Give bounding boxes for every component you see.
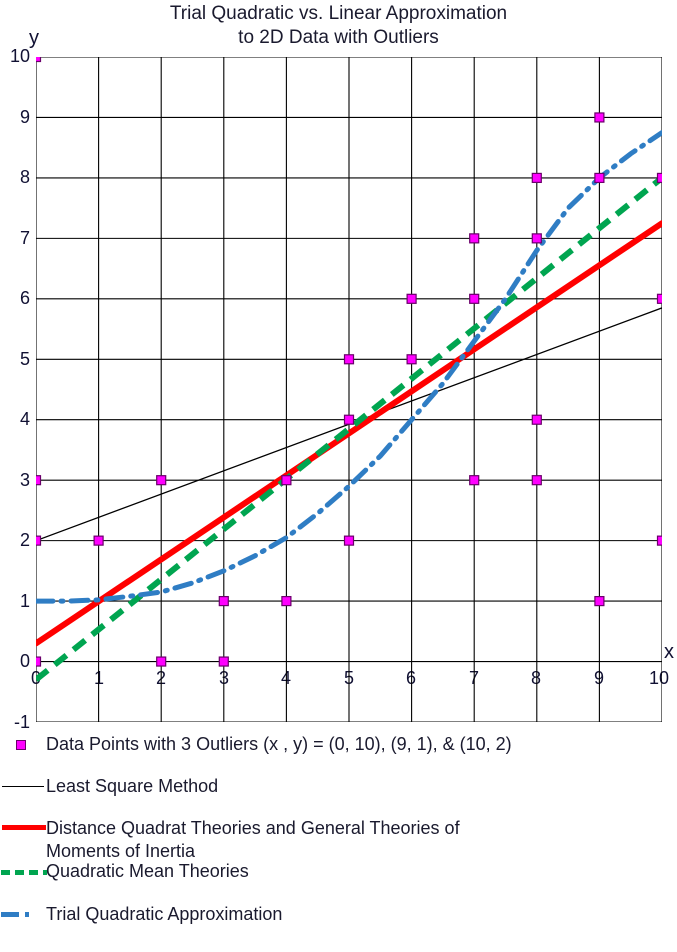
data-point: [469, 233, 480, 244]
legend-label-quadratic-mean: Quadratic Mean Theories: [46, 861, 249, 881]
y-tick-5: 5: [19, 349, 30, 369]
legend-item-distance-quadrat-cont: Moments of Inertia: [0, 841, 677, 863]
legend-label-data-points: Data Points with 3 Outliers (x , y) = (0…: [46, 734, 512, 754]
legend-key-data-points: [0, 733, 46, 755]
x-tick-8: 8: [530, 668, 541, 688]
chart-title-line-1: Trial Quadratic vs. Linear Approximation: [169, 3, 508, 24]
data-point: [406, 293, 417, 304]
x-axis-label: x: [664, 641, 674, 663]
data-point: [281, 595, 292, 607]
chart-canvas: [36, 57, 662, 722]
chart-title-line-2: to 2D Data with Outliers: [238, 27, 439, 48]
data-point: [594, 112, 605, 123]
y-axis-label: y: [29, 27, 39, 49]
y-tick-3: 3: [19, 470, 30, 490]
chart-title: Trial Quadratic vs. Linear Approximation…: [0, 2, 677, 50]
y-tick-9: 9: [19, 107, 30, 127]
green-dashed-line-icon: [1, 870, 47, 875]
legend-label-least-square: Least Square Method: [46, 776, 219, 796]
data-point: [36, 656, 42, 667]
data-point: [343, 535, 355, 546]
legend-key-distance-quadrat: [0, 817, 46, 839]
data-point: [343, 354, 355, 365]
y-tick-0: 0: [19, 651, 30, 671]
y-tick-4: 4: [19, 409, 30, 429]
data-point: [281, 475, 292, 486]
legend-item-least-square: Least Square Method: [0, 775, 677, 797]
legend-item-quadratic-mean: Quadratic Mean Theories: [0, 861, 677, 883]
data-point: [36, 475, 42, 486]
data-point: [469, 293, 480, 304]
data-point: [531, 475, 542, 486]
square-marker-icon: [16, 740, 26, 750]
blue-dash-dot-line-icon: [1, 912, 47, 917]
data-point: [218, 656, 229, 667]
data-point: [36, 535, 42, 546]
data-point: [218, 595, 229, 607]
chart-legend: Data Points with 3 Outliers (x , y) = (0…: [0, 733, 677, 925]
data-point: [531, 233, 542, 244]
data-point: [594, 595, 605, 607]
thick-red-line-icon: [2, 825, 46, 830]
y-tick-1: 1: [19, 591, 30, 611]
data-point: [531, 172, 542, 184]
legend-label-distance-quadrat: Distance Quadrat Theories and General Th…: [46, 818, 460, 838]
y-tick-8: 8: [19, 167, 30, 187]
data-point: [656, 172, 662, 184]
plot-area: [36, 57, 662, 722]
data-point: [156, 475, 167, 486]
legend-key-trial-quadratic: [0, 903, 47, 925]
data-point: [656, 535, 662, 546]
legend-key-empty: [0, 841, 46, 863]
y-tick-7: 7: [19, 228, 30, 248]
data-point: [531, 414, 542, 425]
data-point: [36, 57, 42, 63]
y-tick-10: 10: [9, 46, 30, 66]
y-tick-2: 2: [19, 530, 30, 550]
data-point: [343, 414, 355, 425]
legend-key-least-square: [0, 775, 46, 797]
legend-label-distance-quadrat-line2: Moments of Inertia: [46, 841, 196, 861]
data-point: [469, 475, 480, 486]
x-tick-10: 10: [648, 668, 670, 688]
series-distance-quadrat: [36, 220, 662, 647]
legend-item-data-points: Data Points with 3 Outliers (x , y) = (0…: [0, 733, 677, 755]
gridlines: [36, 57, 662, 722]
y-tick-neg1: -1: [13, 712, 30, 732]
data-point: [594, 172, 605, 184]
data-point: [406, 354, 417, 365]
series-data-points: [36, 57, 662, 667]
y-tick-6: 6: [19, 288, 30, 308]
data-point: [93, 535, 104, 546]
legend-key-quadratic-mean: [0, 861, 47, 883]
data-point: [656, 293, 662, 304]
legend-item-distance-quadrat: Distance Quadrat Theories and General Th…: [0, 817, 677, 839]
thin-line-icon: [2, 786, 44, 787]
data-point: [156, 656, 167, 667]
series-trial-quadratic: [36, 130, 662, 604]
legend-label-trial-quadratic: Trial Quadratic Approximation: [46, 904, 283, 924]
legend-item-trial-quadratic: Trial Quadratic Approximation: [0, 903, 677, 925]
x-tick-6: 6: [405, 668, 416, 688]
